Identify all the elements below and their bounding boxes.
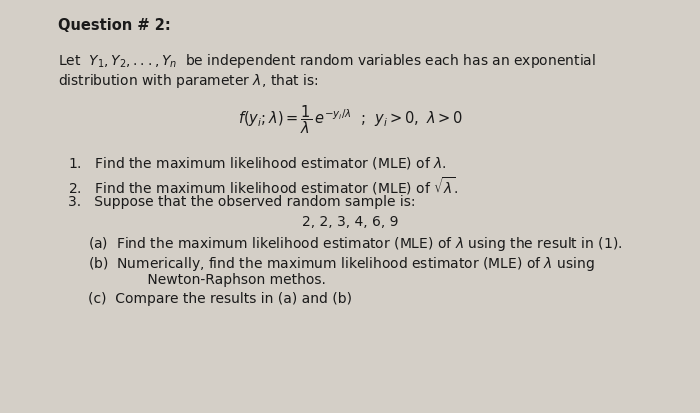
Text: Let  $Y_1, Y_2, ..., Y_n$  be independent random variables each has an exponenti: Let $Y_1, Y_2, ..., Y_n$ be independent … xyxy=(58,52,596,70)
Text: (c)  Compare the results in (a) and (b): (c) Compare the results in (a) and (b) xyxy=(88,291,352,305)
Text: (b)  Numerically, find the maximum likelihood estimator (MLE) of $\lambda$ using: (b) Numerically, find the maximum likeli… xyxy=(88,254,595,272)
Text: Newton-Raphson methos.: Newton-Raphson methos. xyxy=(108,272,326,286)
Text: 3.   Suppose that the observed random sample is:: 3. Suppose that the observed random samp… xyxy=(68,195,416,209)
Text: 2, 2, 3, 4, 6, 9: 2, 2, 3, 4, 6, 9 xyxy=(302,214,398,228)
Text: $f(y_i; \lambda) = \dfrac{1}{\lambda}\, e^{-y_i/\lambda}$  ;  $y_i > 0,\ \lambda: $f(y_i; \lambda) = \dfrac{1}{\lambda}\, … xyxy=(237,103,463,135)
Text: (a)  Find the maximum likelihood estimator (MLE) of $\lambda$ using the result i: (a) Find the maximum likelihood estimato… xyxy=(88,235,622,252)
Text: distribution with parameter $\lambda$, that is:: distribution with parameter $\lambda$, t… xyxy=(58,72,318,90)
Text: 2.   Find the maximum likelihood estimator (MLE) of $\sqrt{\lambda}$.: 2. Find the maximum likelihood estimator… xyxy=(68,175,458,196)
Text: 1.   Find the maximum likelihood estimator (MLE) of $\lambda$.: 1. Find the maximum likelihood estimator… xyxy=(68,154,447,171)
Text: Question # 2:: Question # 2: xyxy=(58,18,171,33)
